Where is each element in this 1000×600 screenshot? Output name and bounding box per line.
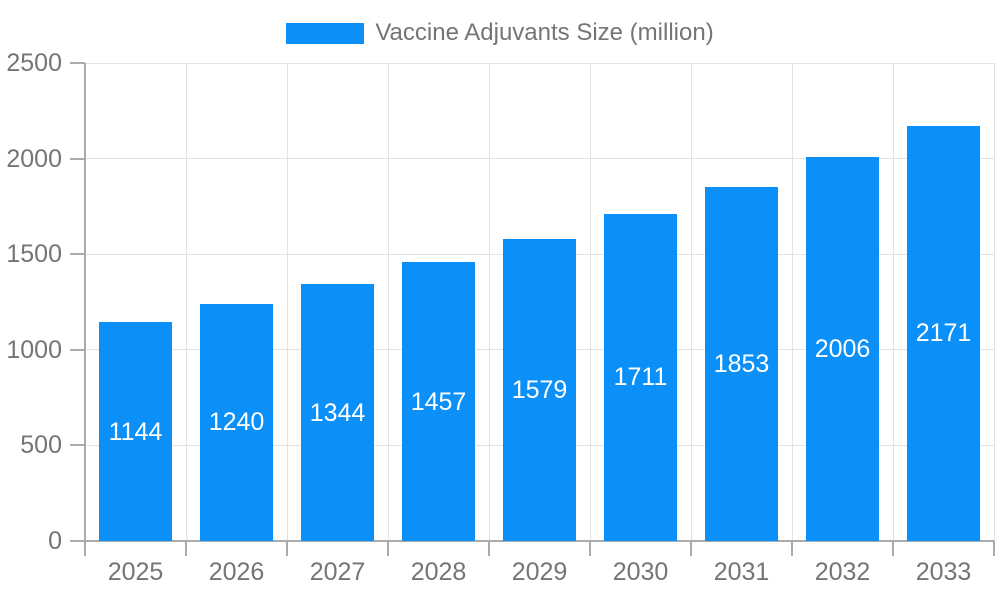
bar-value-label: 1579 xyxy=(511,376,568,405)
x-axis-tick xyxy=(791,541,793,556)
x-axis-line xyxy=(85,540,994,542)
gridline-vertical xyxy=(387,63,389,541)
bar-value-label: 2006 xyxy=(814,335,871,364)
bar[interactable] xyxy=(806,157,879,541)
gridline-horizontal xyxy=(85,62,994,64)
legend[interactable]: Vaccine Adjuvants Size (million) xyxy=(0,18,1000,48)
bar[interactable] xyxy=(301,284,374,541)
x-axis-tick-label: 2031 xyxy=(713,558,770,586)
legend-label: Vaccine Adjuvants Size (million) xyxy=(375,19,714,46)
gridline-vertical xyxy=(690,63,692,541)
gridline-vertical xyxy=(589,63,591,541)
bar-value-label: 2171 xyxy=(915,319,972,348)
y-axis-tick xyxy=(70,540,85,542)
x-axis-tick-label: 2032 xyxy=(814,558,871,586)
bar-value-label: 1711 xyxy=(613,363,668,392)
bar-value-label: 1457 xyxy=(410,387,467,416)
y-axis-tick xyxy=(70,253,85,256)
gridline-horizontal xyxy=(85,158,994,160)
bar[interactable] xyxy=(705,186,778,541)
y-axis-tick-label: 500 xyxy=(20,431,62,460)
bar[interactable] xyxy=(99,322,172,541)
y-axis-line xyxy=(84,63,86,556)
x-axis-tick xyxy=(892,541,894,556)
x-axis-tick xyxy=(286,541,288,556)
bar[interactable] xyxy=(200,303,273,541)
y-axis-tick xyxy=(70,348,85,351)
legend-swatch xyxy=(286,22,365,44)
x-axis-tick xyxy=(488,541,490,556)
x-axis-tick-label: 2027 xyxy=(309,558,366,586)
x-axis-tick xyxy=(185,541,187,556)
y-axis-tick-label: 1000 xyxy=(6,335,62,364)
gridline-vertical xyxy=(286,63,288,541)
x-axis-tick xyxy=(589,541,591,556)
y-axis-tick xyxy=(70,62,85,64)
bar[interactable] xyxy=(907,125,980,541)
y-axis-tick xyxy=(70,157,85,160)
gridline-vertical xyxy=(791,63,793,541)
bar[interactable] xyxy=(503,239,576,541)
bar-value-label: 1144 xyxy=(108,417,163,446)
y-axis-tick-label: 2000 xyxy=(6,144,62,173)
y-axis-tick-label: 1500 xyxy=(6,240,62,269)
x-axis-tick-label: 2025 xyxy=(107,558,164,586)
x-axis-tick-label: 2030 xyxy=(612,558,669,586)
x-axis-tick xyxy=(387,541,389,556)
x-axis-tick-label: 2028 xyxy=(410,558,467,586)
bar-value-label: 1344 xyxy=(309,398,366,427)
bar-value-label: 1240 xyxy=(208,408,265,437)
y-axis-tick-label: 2500 xyxy=(6,49,62,77)
gridline-vertical xyxy=(892,63,894,541)
x-axis-tick-label: 2026 xyxy=(208,558,265,586)
x-axis-tick xyxy=(993,541,995,556)
bar[interactable] xyxy=(402,262,475,541)
x-axis-tick xyxy=(690,541,692,556)
gridline-vertical xyxy=(185,63,187,541)
y-axis-tick-label: 0 xyxy=(48,527,62,555)
x-axis-tick-label: 2029 xyxy=(511,558,568,586)
gridline-vertical xyxy=(488,63,490,541)
x-axis-tick-label: 2033 xyxy=(915,558,972,586)
bar[interactable] xyxy=(604,213,677,541)
gridline-vertical xyxy=(993,63,995,541)
y-axis-tick xyxy=(70,444,85,447)
bar-value-label: 1853 xyxy=(713,349,770,378)
